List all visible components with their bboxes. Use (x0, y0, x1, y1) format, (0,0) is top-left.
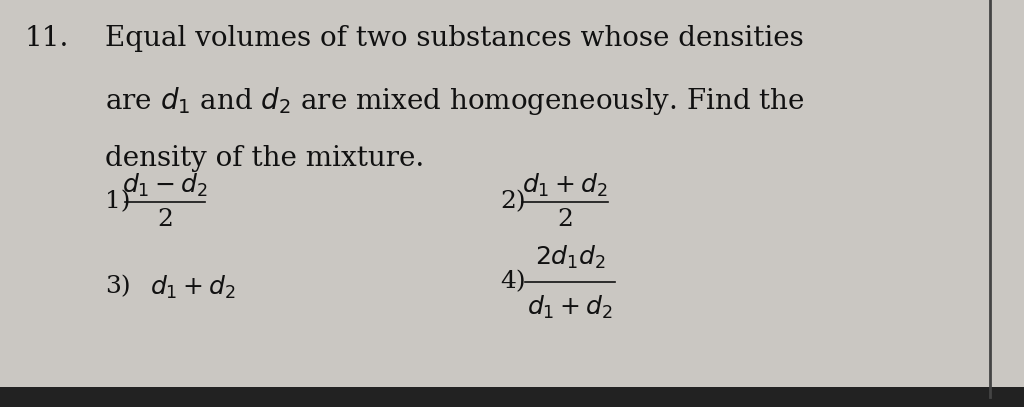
Text: 1): 1) (105, 190, 130, 214)
Bar (0, 387, 1024, 407)
Text: 4): 4) (500, 271, 525, 293)
Text: 3): 3) (105, 276, 131, 298)
Text: $2d_1d_2$: $2d_1d_2$ (535, 243, 605, 271)
Text: 2: 2 (157, 208, 173, 230)
Text: 2: 2 (557, 208, 573, 230)
Text: $d_1+d_2$: $d_1+d_2$ (150, 274, 236, 301)
Text: $d_1+d_2$: $d_1+d_2$ (522, 171, 608, 199)
Text: density of the mixture.: density of the mixture. (105, 145, 424, 172)
Text: are $d_1$ and $d_2$ are mixed homogeneously. Find the: are $d_1$ and $d_2$ are mixed homogeneou… (105, 85, 805, 117)
Text: $d_1+d_2$: $d_1+d_2$ (527, 293, 612, 321)
Text: Equal volumes of two substances whose densities: Equal volumes of two substances whose de… (105, 25, 804, 52)
Text: $d_1-d_2$: $d_1-d_2$ (122, 171, 208, 199)
Text: 2): 2) (500, 190, 525, 214)
Text: 11.: 11. (25, 25, 70, 52)
